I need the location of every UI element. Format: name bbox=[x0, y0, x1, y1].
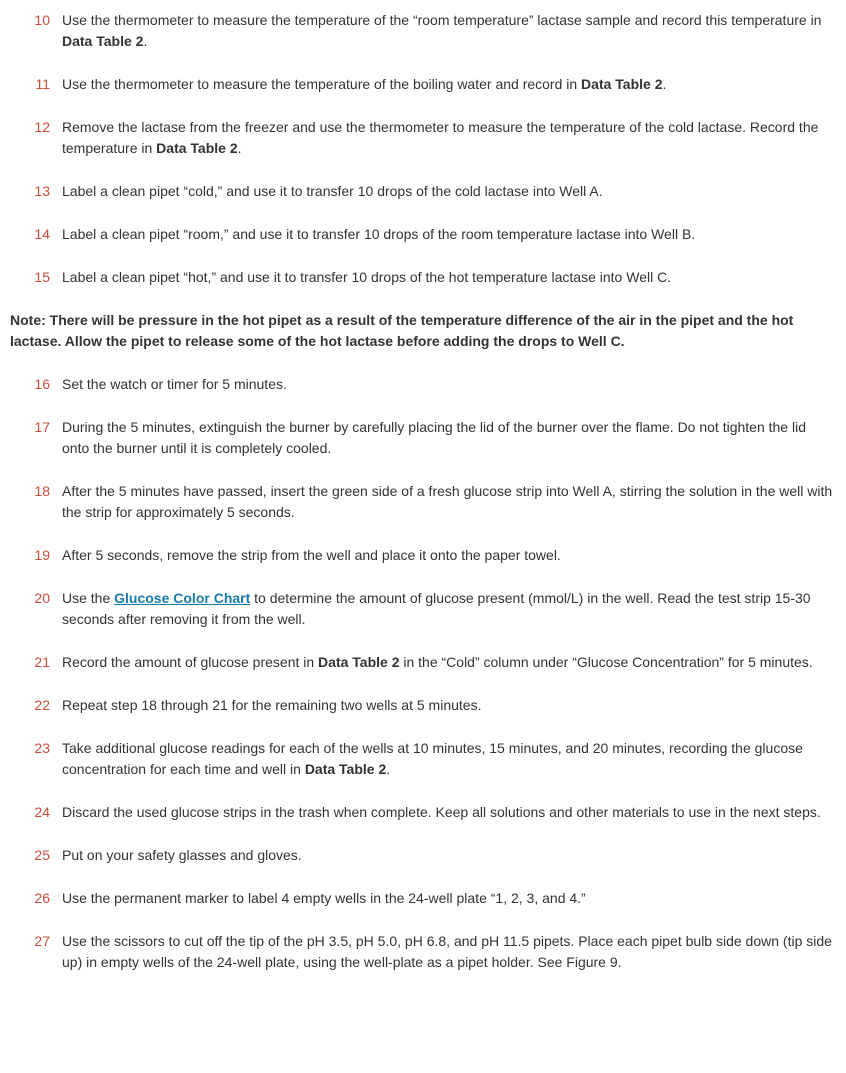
step-item: 27Use the scissors to cut off the tip of… bbox=[10, 931, 836, 973]
step-item: 13Label a clean pipet “cold,” and use it… bbox=[10, 181, 836, 202]
step-item: 26Use the permanent marker to label 4 em… bbox=[10, 888, 836, 909]
step-text: Take additional glucose readings for eac… bbox=[62, 738, 836, 780]
step-item: 11Use the thermometer to measure the tem… bbox=[10, 74, 836, 95]
step-text: Label a clean pipet “cold,” and use it t… bbox=[62, 181, 836, 202]
step-item: 16Set the watch or timer for 5 minutes. bbox=[10, 374, 836, 395]
step-text: Label a clean pipet “hot,” and use it to… bbox=[62, 267, 836, 288]
bold-text: Data Table 2 bbox=[62, 33, 143, 49]
step-number: 11 bbox=[34, 74, 62, 95]
step-text: Use the Glucose Color Chart to determine… bbox=[62, 588, 836, 630]
step-number: 21 bbox=[34, 652, 62, 673]
step-item: 22Repeat step 18 through 21 for the rema… bbox=[10, 695, 836, 716]
step-number: 13 bbox=[34, 181, 62, 202]
step-number: 20 bbox=[34, 588, 62, 630]
step-text: Put on your safety glasses and gloves. bbox=[62, 845, 836, 866]
step-item: 24Discard the used glucose strips in the… bbox=[10, 802, 836, 823]
glucose-color-chart-link[interactable]: Glucose Color Chart bbox=[114, 590, 250, 606]
bold-text: Data Table 2 bbox=[305, 761, 386, 777]
note-text: Note: There will be pressure in the hot … bbox=[10, 310, 836, 352]
step-number: 12 bbox=[34, 117, 62, 159]
step-number: 15 bbox=[34, 267, 62, 288]
step-item: 19After 5 seconds, remove the strip from… bbox=[10, 545, 836, 566]
step-text: After the 5 minutes have passed, insert … bbox=[62, 481, 836, 523]
step-item: 21Record the amount of glucose present i… bbox=[10, 652, 836, 673]
step-number: 26 bbox=[34, 888, 62, 909]
step-item: 18After the 5 minutes have passed, inser… bbox=[10, 481, 836, 523]
step-number: 27 bbox=[34, 931, 62, 973]
step-text: Use the thermometer to measure the tempe… bbox=[62, 74, 836, 95]
step-text: Use the scissors to cut off the tip of t… bbox=[62, 931, 836, 973]
step-number: 17 bbox=[34, 417, 62, 459]
step-item: 14Label a clean pipet “room,” and use it… bbox=[10, 224, 836, 245]
step-number: 23 bbox=[34, 738, 62, 780]
step-text: Repeat step 18 through 21 for the remain… bbox=[62, 695, 836, 716]
step-text: During the 5 minutes, extinguish the bur… bbox=[62, 417, 836, 459]
step-text: Discard the used glucose strips in the t… bbox=[62, 802, 836, 823]
step-text: Record the amount of glucose present in … bbox=[62, 652, 836, 673]
step-text: Use the thermometer to measure the tempe… bbox=[62, 10, 836, 52]
step-number: 10 bbox=[34, 10, 62, 52]
step-number: 22 bbox=[34, 695, 62, 716]
step-item: 20Use the Glucose Color Chart to determi… bbox=[10, 588, 836, 630]
step-item: 17During the 5 minutes, extinguish the b… bbox=[10, 417, 836, 459]
step-item: 15Label a clean pipet “hot,” and use it … bbox=[10, 267, 836, 288]
step-number: 18 bbox=[34, 481, 62, 523]
step-text: Set the watch or timer for 5 minutes. bbox=[62, 374, 836, 395]
step-item: 25Put on your safety glasses and gloves. bbox=[10, 845, 836, 866]
step-text: After 5 seconds, remove the strip from t… bbox=[62, 545, 836, 566]
step-number: 24 bbox=[34, 802, 62, 823]
step-text: Use the permanent marker to label 4 empt… bbox=[62, 888, 836, 909]
procedure-steps-a: 10Use the thermometer to measure the tem… bbox=[10, 10, 836, 288]
step-number: 19 bbox=[34, 545, 62, 566]
step-item: 12Remove the lactase from the freezer an… bbox=[10, 117, 836, 159]
step-number: 16 bbox=[34, 374, 62, 395]
step-item: 10Use the thermometer to measure the tem… bbox=[10, 10, 836, 52]
step-text: Label a clean pipet “room,” and use it t… bbox=[62, 224, 836, 245]
step-item: 23Take additional glucose readings for e… bbox=[10, 738, 836, 780]
step-text: Remove the lactase from the freezer and … bbox=[62, 117, 836, 159]
step-number: 25 bbox=[34, 845, 62, 866]
bold-text: Data Table 2 bbox=[318, 654, 399, 670]
procedure-steps-b: 16Set the watch or timer for 5 minutes.1… bbox=[10, 374, 836, 973]
bold-text: Data Table 2 bbox=[581, 76, 662, 92]
step-number: 14 bbox=[34, 224, 62, 245]
bold-text: Data Table 2 bbox=[156, 140, 237, 156]
